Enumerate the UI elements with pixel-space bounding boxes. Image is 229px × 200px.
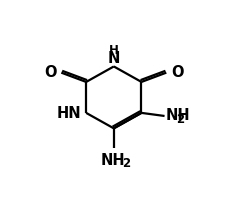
Text: O: O — [44, 64, 57, 79]
Text: NH: NH — [165, 108, 190, 123]
Text: H: H — [109, 44, 119, 57]
Text: 2: 2 — [176, 113, 184, 126]
Text: N: N — [108, 51, 120, 66]
Text: HN: HN — [57, 105, 82, 120]
Text: 2: 2 — [122, 156, 130, 169]
Text: O: O — [171, 64, 183, 79]
Text: NH: NH — [101, 153, 125, 168]
